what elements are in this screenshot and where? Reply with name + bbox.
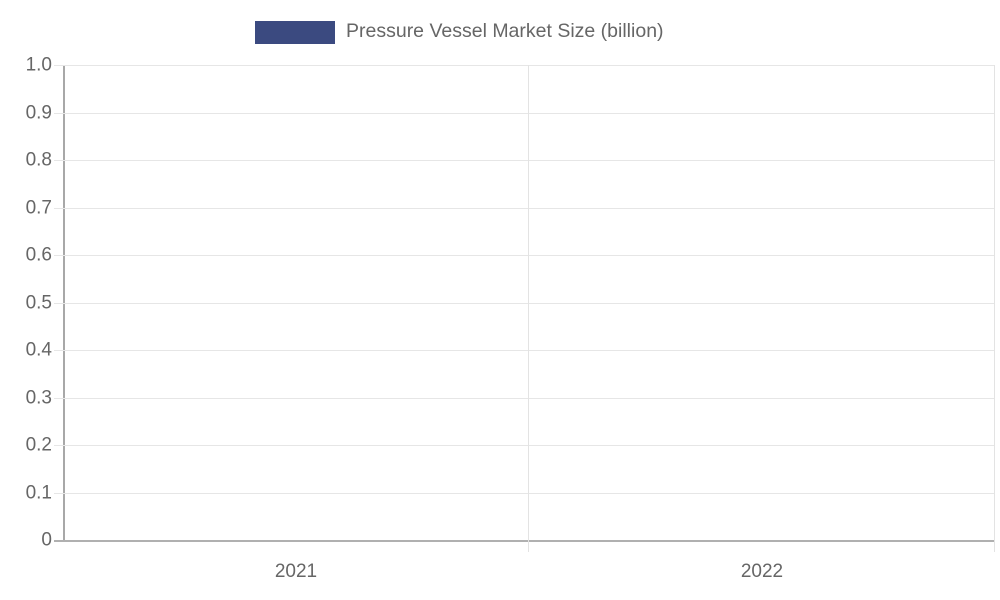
- gridline-horizontal: [54, 207, 995, 209]
- legend-swatch-icon: [255, 20, 335, 44]
- axis-baseline: [54, 540, 995, 542]
- gridline-horizontal: [54, 397, 995, 399]
- gridline-horizontal: [54, 112, 995, 114]
- chart-legend[interactable]: Pressure Vessel Market Size (billion): [255, 18, 664, 46]
- gridline-horizontal: [54, 302, 995, 304]
- y-axis-tick-label: 0.4: [25, 339, 52, 361]
- y-axis-tick-label: 0.3: [25, 387, 52, 408]
- gridline-horizontal: [54, 350, 995, 351]
- y-axis-tick-label: 0: [41, 529, 52, 551]
- y-axis-tick-label: 0.8: [25, 149, 52, 171]
- plot-area: [54, 65, 995, 552]
- gridline-vertical: [528, 65, 529, 552]
- y-axis-tick-label: 1.0: [25, 54, 52, 76]
- gridline-horizontal: [54, 492, 995, 494]
- x-axis-tick-label: 2022: [740, 561, 784, 582]
- y-axis-tick-label: 0.6: [25, 244, 52, 266]
- gridline-horizontal: [54, 445, 995, 446]
- x-axis-tick-label: 2021: [274, 561, 318, 582]
- gridline-horizontal: [54, 255, 995, 256]
- gridline-horizontal: [54, 160, 995, 161]
- gridline-vertical: [994, 65, 995, 552]
- gridline-horizontal: [54, 65, 995, 66]
- y-axis-tick-label: 0.5: [25, 292, 52, 313]
- y-axis-tick-label: 0.9: [25, 102, 52, 123]
- y-axis-tick-label: 0.7: [25, 197, 52, 218]
- y-axis-tick-label: 0.2: [25, 434, 52, 456]
- y-axis-tick-label: 0.1: [25, 482, 52, 503]
- legend-item-label: Pressure Vessel Market Size (billion): [346, 20, 664, 43]
